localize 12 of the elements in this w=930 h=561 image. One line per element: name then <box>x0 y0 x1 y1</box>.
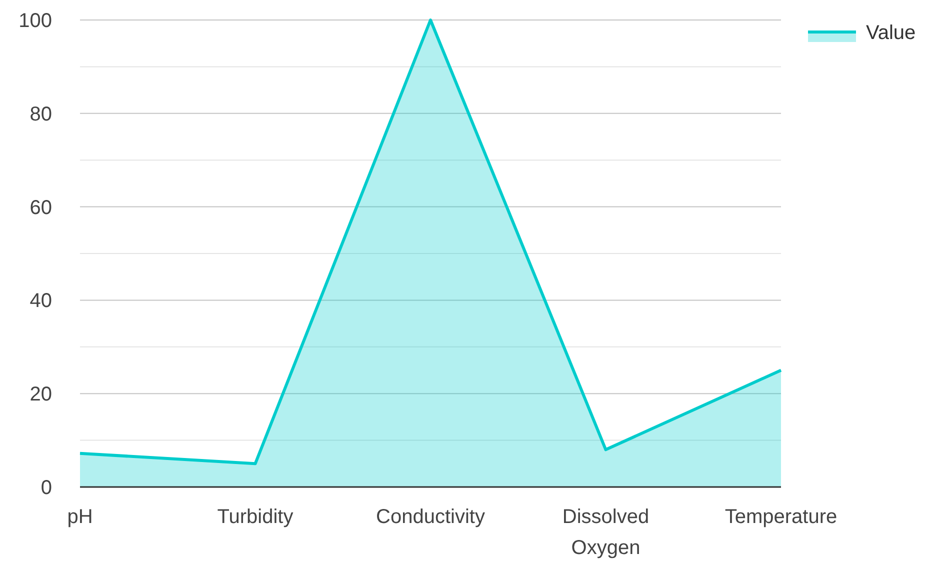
y-tick-label: 40 <box>30 290 52 312</box>
x-tick-label: Temperature <box>724 506 838 528</box>
y-tick-label: 80 <box>30 103 52 126</box>
legend-label: Value <box>866 22 916 44</box>
x-tick-label: pH <box>67 506 93 528</box>
y-tick-label: 100 <box>18 10 52 32</box>
y-tick-label: 20 <box>30 384 52 406</box>
x-tick-label: Turbidity <box>217 506 294 528</box>
x-tick-label: Conductivity <box>376 506 485 528</box>
y-tick-label: 0 <box>40 477 52 499</box>
y-tick-label: 60 <box>30 196 52 219</box>
x-tick-label: Dissolved Oxygen <box>562 506 650 559</box>
